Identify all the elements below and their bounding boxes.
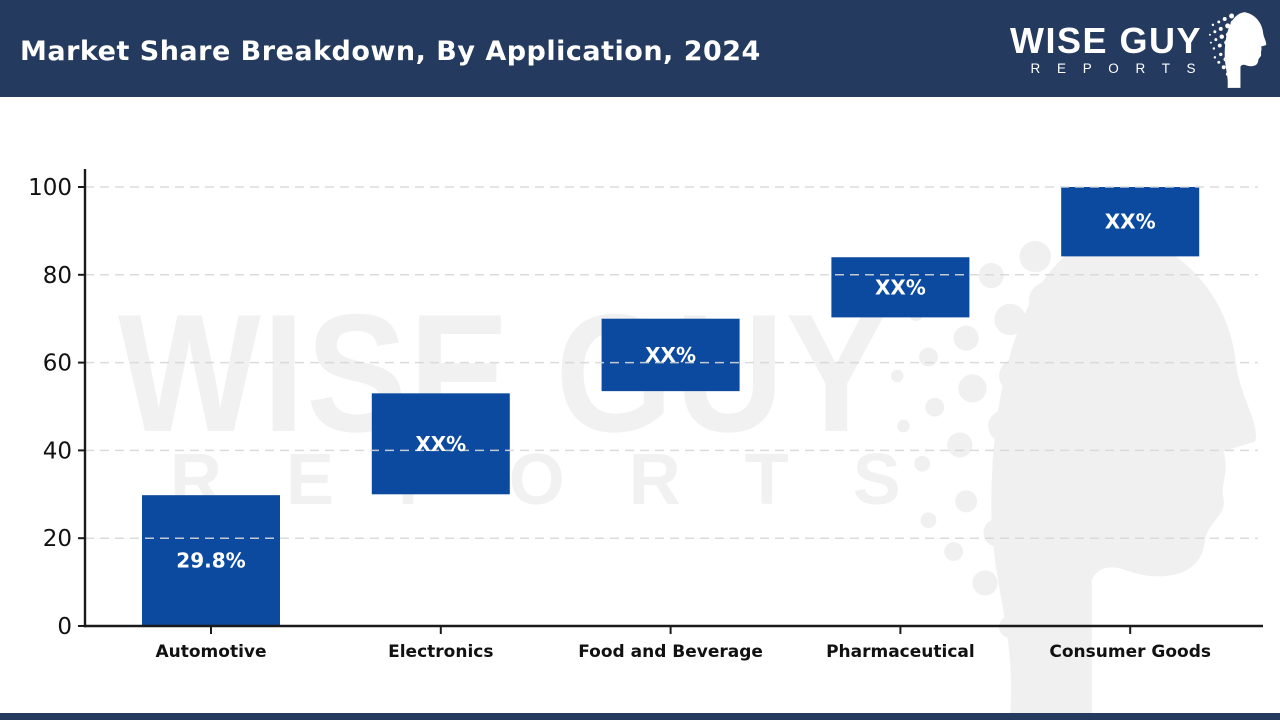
chart-region: WISE GUY R E P O R T S 29.8% XX% XX% XX% XX%…: [0, 97, 1280, 713]
x-category-label-automotive: Automotive: [155, 642, 266, 662]
waterfall-chart: 29.8% XX% XX% XX% XX% 0 20 40 60 80 100 Automotive E…: [28, 169, 1263, 662]
x-category-label-food-and-beverage: Food and Beverage: [578, 642, 763, 662]
bar-value-label-food-and-beverage: XX%: [645, 343, 696, 367]
y-tick-label-0: 0: [57, 614, 72, 640]
y-tick-label-80: 80: [43, 263, 72, 289]
brand-name: WISE GUY: [1009, 19, 1202, 61]
y-tick-label-100: 100: [28, 175, 72, 201]
bar-automotive: [142, 495, 280, 626]
brand-logo-text: WISE GUY R E P O R T S: [1009, 19, 1202, 77]
bar-value-label-consumer-goods: XX%: [1105, 210, 1156, 234]
brand-logo: WISE GUY R E P O R T S: [1010, 6, 1270, 92]
x-category-label-pharmaceutical: Pharmaceutical: [826, 642, 975, 662]
bar-food-and-beverage: [601, 318, 740, 392]
y-tick-label-60: 60: [43, 351, 72, 377]
x-category-label-consumer-goods: Consumer Goods: [1049, 642, 1211, 662]
bar-value-label-automotive: 29.8%: [176, 549, 245, 573]
bar-value-label-pharmaceutical: XX%: [875, 275, 926, 299]
page-title: Market Share Breakdown, By Application, …: [20, 36, 761, 67]
x-category-label-electronics: Electronics: [388, 642, 493, 662]
bar-value-label-electronics: XX%: [415, 432, 466, 456]
y-tick-label-40: 40: [43, 438, 72, 464]
y-tick-label-20: 20: [43, 526, 72, 552]
bar-electronics: [371, 393, 510, 495]
footer-bar: [0, 713, 1280, 720]
brand-face-icon: [1206, 10, 1270, 89]
header-bar: Market Share Breakdown, By Application, …: [0, 0, 1280, 97]
brand-subname: R E P O R T S: [1030, 61, 1202, 77]
